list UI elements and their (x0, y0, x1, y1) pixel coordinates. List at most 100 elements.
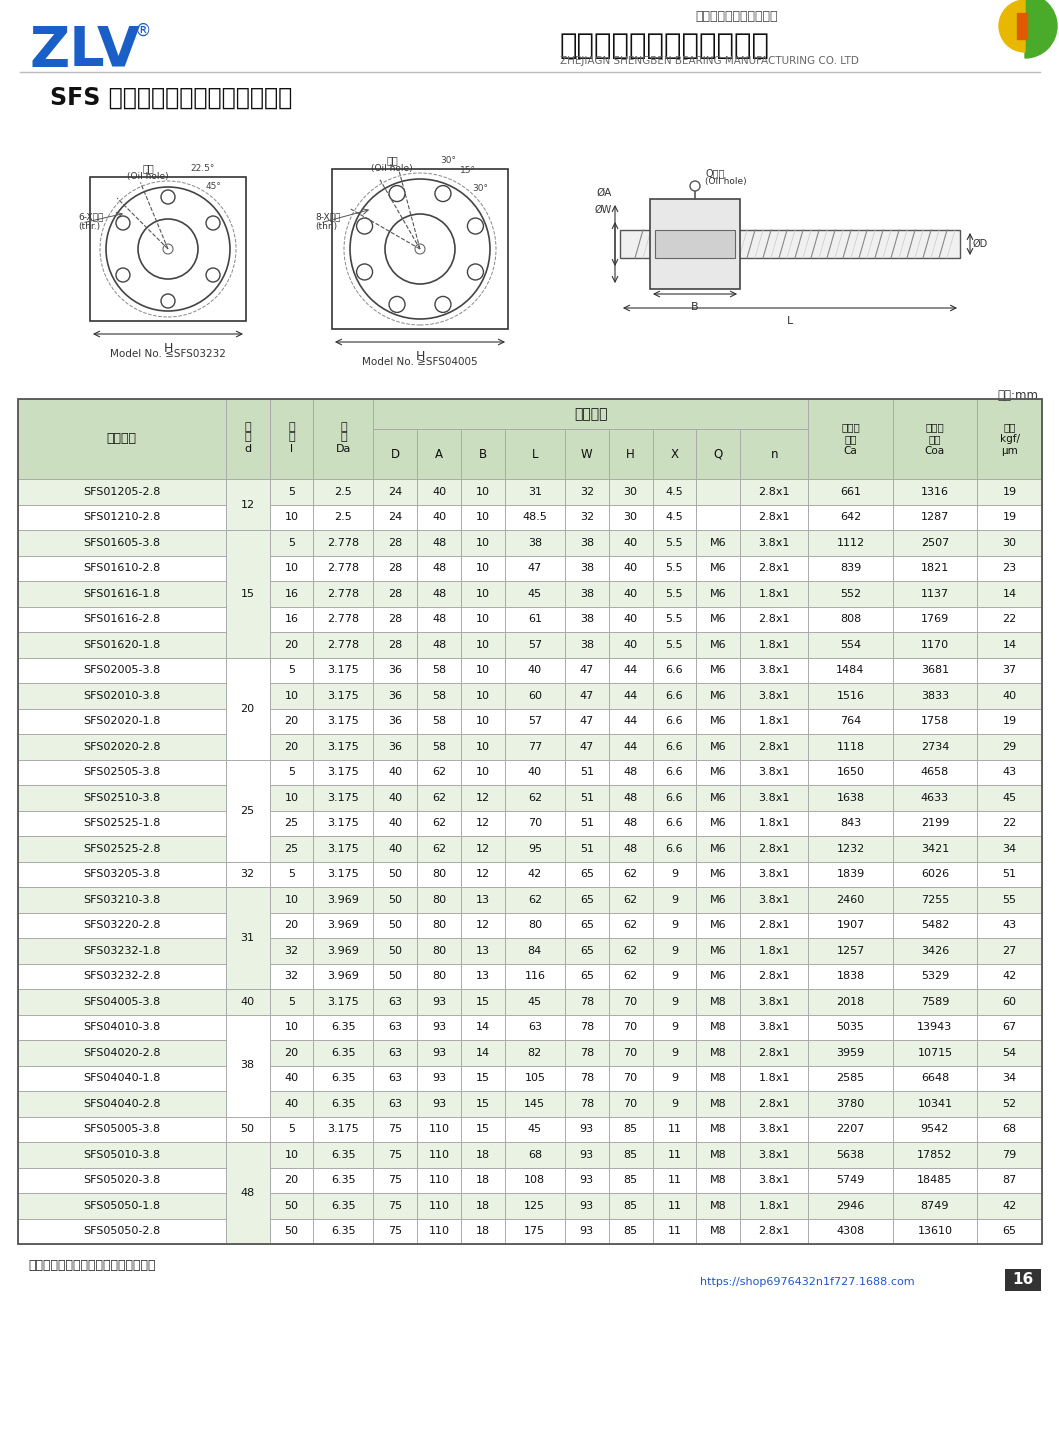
Bar (609, 1193, 652, 1219)
Bar (270, 555, 313, 581)
Bar (740, 479, 808, 505)
Text: 552: 552 (840, 589, 861, 599)
Bar (374, 531, 417, 555)
Circle shape (357, 218, 373, 234)
Bar (417, 760, 461, 784)
Bar (374, 683, 417, 708)
Wedge shape (1025, 0, 1057, 57)
Text: 70: 70 (527, 819, 542, 829)
Text: 45°: 45° (207, 182, 222, 191)
Bar (18, 607, 226, 632)
Text: 80: 80 (527, 921, 542, 931)
Text: 23: 23 (1003, 564, 1017, 574)
Text: 12: 12 (475, 869, 490, 879)
Text: 10: 10 (475, 691, 490, 701)
Bar (18, 708, 226, 734)
Bar (808, 1040, 893, 1065)
Bar (270, 989, 313, 1014)
Bar (417, 784, 461, 810)
Text: 40: 40 (240, 997, 255, 1007)
Text: M8: M8 (710, 1226, 726, 1236)
Text: 20: 20 (285, 1048, 299, 1058)
Bar (374, 429, 417, 479)
Bar (417, 1167, 461, 1193)
Bar (18, 479, 226, 505)
Text: 93: 93 (579, 1150, 594, 1160)
Bar (226, 989, 270, 1014)
Text: 40: 40 (285, 1073, 299, 1083)
Bar (656, 229, 735, 258)
Bar (893, 1065, 977, 1091)
Bar (461, 708, 505, 734)
Bar (697, 784, 740, 810)
Bar (808, 964, 893, 989)
Text: 93: 93 (432, 1048, 446, 1058)
Bar (740, 555, 808, 581)
Text: 軸: 軸 (245, 422, 251, 432)
Text: 47: 47 (579, 691, 594, 701)
Bar (313, 760, 374, 784)
Text: 65: 65 (579, 895, 594, 905)
Bar (652, 1117, 697, 1141)
Bar (461, 938, 505, 964)
Bar (226, 531, 270, 658)
Bar (609, 989, 652, 1014)
Bar (808, 505, 893, 531)
Text: 1758: 1758 (920, 716, 949, 726)
Text: d: d (244, 445, 251, 455)
Text: 47: 47 (579, 716, 594, 726)
Bar (18, 632, 226, 658)
Bar (697, 1193, 740, 1219)
Text: 63: 63 (389, 1098, 402, 1108)
Bar (18, 810, 226, 836)
Text: 2.8x1: 2.8x1 (758, 1226, 790, 1236)
Text: SFS01605-3.8: SFS01605-3.8 (84, 538, 160, 548)
Text: 145: 145 (524, 1098, 545, 1108)
Bar (313, 708, 374, 734)
Text: 54: 54 (1003, 1048, 1017, 1058)
Text: 80: 80 (432, 921, 446, 931)
Bar (505, 784, 564, 810)
Bar (564, 760, 609, 784)
Text: M8: M8 (710, 1098, 726, 1108)
Bar (270, 964, 313, 989)
Text: 75: 75 (389, 1176, 402, 1186)
Text: SFS01620-1.8: SFS01620-1.8 (84, 640, 161, 650)
Bar (18, 888, 226, 912)
Text: 63: 63 (389, 1073, 402, 1083)
Bar (697, 531, 740, 555)
Text: 31: 31 (527, 486, 542, 496)
Text: 7255: 7255 (920, 895, 949, 905)
Bar (652, 555, 697, 581)
Bar (270, 479, 313, 505)
Bar (808, 581, 893, 607)
Bar (977, 1193, 1042, 1219)
Bar (697, 938, 740, 964)
Bar (417, 862, 461, 888)
Bar (697, 708, 740, 734)
Bar (18, 964, 1042, 989)
Bar (697, 505, 740, 531)
Bar (313, 784, 374, 810)
Bar (417, 1141, 461, 1167)
Text: 44: 44 (624, 741, 638, 751)
Bar (977, 1167, 1042, 1193)
Text: 27: 27 (1003, 946, 1017, 955)
Bar (18, 581, 226, 607)
Bar (90, 176, 246, 321)
Bar (18, 836, 1042, 862)
Text: 5.5: 5.5 (666, 640, 683, 650)
Bar (977, 1219, 1042, 1245)
Bar (740, 531, 808, 555)
Text: 75: 75 (389, 1200, 402, 1210)
Bar (374, 1014, 417, 1040)
Text: 40: 40 (389, 767, 402, 777)
Bar (893, 1014, 977, 1040)
Text: 62: 62 (624, 921, 638, 931)
Bar (374, 964, 417, 989)
Bar (564, 1014, 609, 1040)
Bar (226, 1014, 270, 1117)
Bar (697, 989, 740, 1014)
Text: 9: 9 (670, 895, 678, 905)
Text: 38: 38 (527, 538, 542, 548)
